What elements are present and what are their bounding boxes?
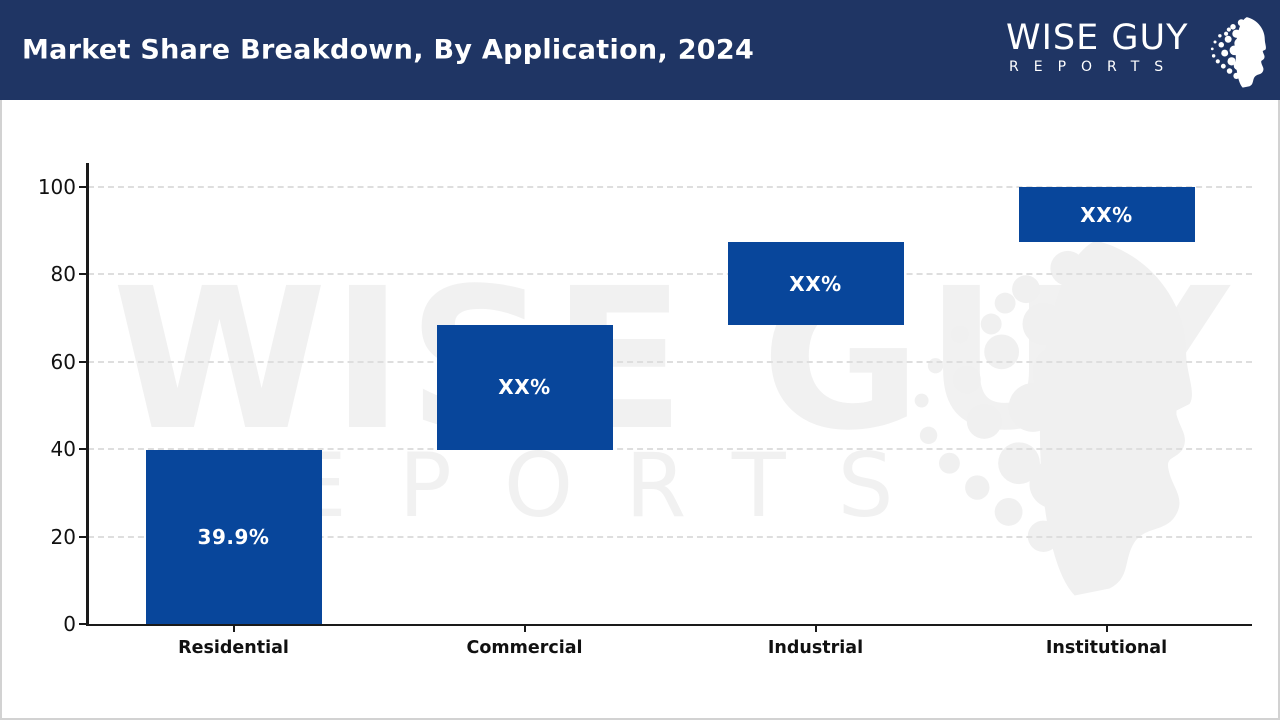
gridline-80 xyxy=(88,273,1252,276)
y-axis-tick-mark xyxy=(79,186,88,188)
x-axis-category-label: Industrial xyxy=(767,638,864,658)
bar-value-label: XX% xyxy=(1080,202,1133,227)
y-axis-tick-mark xyxy=(79,360,88,363)
bar-value-label: 39.9% xyxy=(197,524,270,549)
gridline-20 xyxy=(88,535,1252,538)
y-axis-tick-mark xyxy=(79,623,88,625)
x-axis-tick-mark xyxy=(1105,624,1108,632)
x-axis-line xyxy=(86,623,1252,626)
x-axis-category-label: Institutional xyxy=(1045,638,1168,658)
x-axis-category-label: Commercial xyxy=(466,638,583,658)
bar-institutional: XX% xyxy=(1018,187,1195,243)
chart-title: Market Share Breakdown, By Application, … xyxy=(22,34,755,66)
brand-logo-text: WISE GUY REPORTS xyxy=(1006,18,1189,76)
bar-residential: 39.9% xyxy=(145,449,322,624)
x-axis-tick-mark xyxy=(523,624,526,632)
y-axis-tick-label: 0 xyxy=(63,612,76,636)
page-border-right xyxy=(1278,100,1280,720)
brand-logo: WISE GUY REPORTS xyxy=(1006,13,1268,89)
watermark-dotted-head-icon xyxy=(852,218,1200,604)
y-axis-tick-label: 60 xyxy=(50,349,76,374)
y-axis-line xyxy=(86,163,89,626)
page-border-left xyxy=(0,100,2,720)
page-border-bottom xyxy=(0,718,1280,720)
gridline-60 xyxy=(88,360,1252,363)
brand-name: WISE GUY xyxy=(1006,18,1189,58)
y-axis-tick-mark xyxy=(79,273,88,276)
x-axis-category-label: Residential xyxy=(178,638,289,658)
x-axis-tick-mark xyxy=(232,624,235,632)
header-bar: Market Share Breakdown, By Application, … xyxy=(0,0,1280,100)
bar-commercial: XX% xyxy=(436,325,613,450)
gridline-40 xyxy=(88,448,1252,451)
y-axis-tick-label: 40 xyxy=(50,437,76,462)
bar-industrial: XX% xyxy=(727,242,904,326)
y-axis-tick-label: 20 xyxy=(50,524,76,549)
y-axis-tick-label: 100 xyxy=(37,175,76,199)
gridline-100 xyxy=(88,186,1252,188)
bar-value-label: XX% xyxy=(498,375,551,400)
y-axis-tick-mark xyxy=(79,448,88,451)
brand-subtitle: REPORTS xyxy=(1009,59,1179,75)
brand-dotted-head-icon xyxy=(1198,13,1268,89)
y-axis-tick-label: 80 xyxy=(50,262,76,287)
y-axis-tick-mark xyxy=(79,535,88,538)
bar-value-label: XX% xyxy=(789,271,842,296)
x-axis-tick-mark xyxy=(814,624,817,632)
